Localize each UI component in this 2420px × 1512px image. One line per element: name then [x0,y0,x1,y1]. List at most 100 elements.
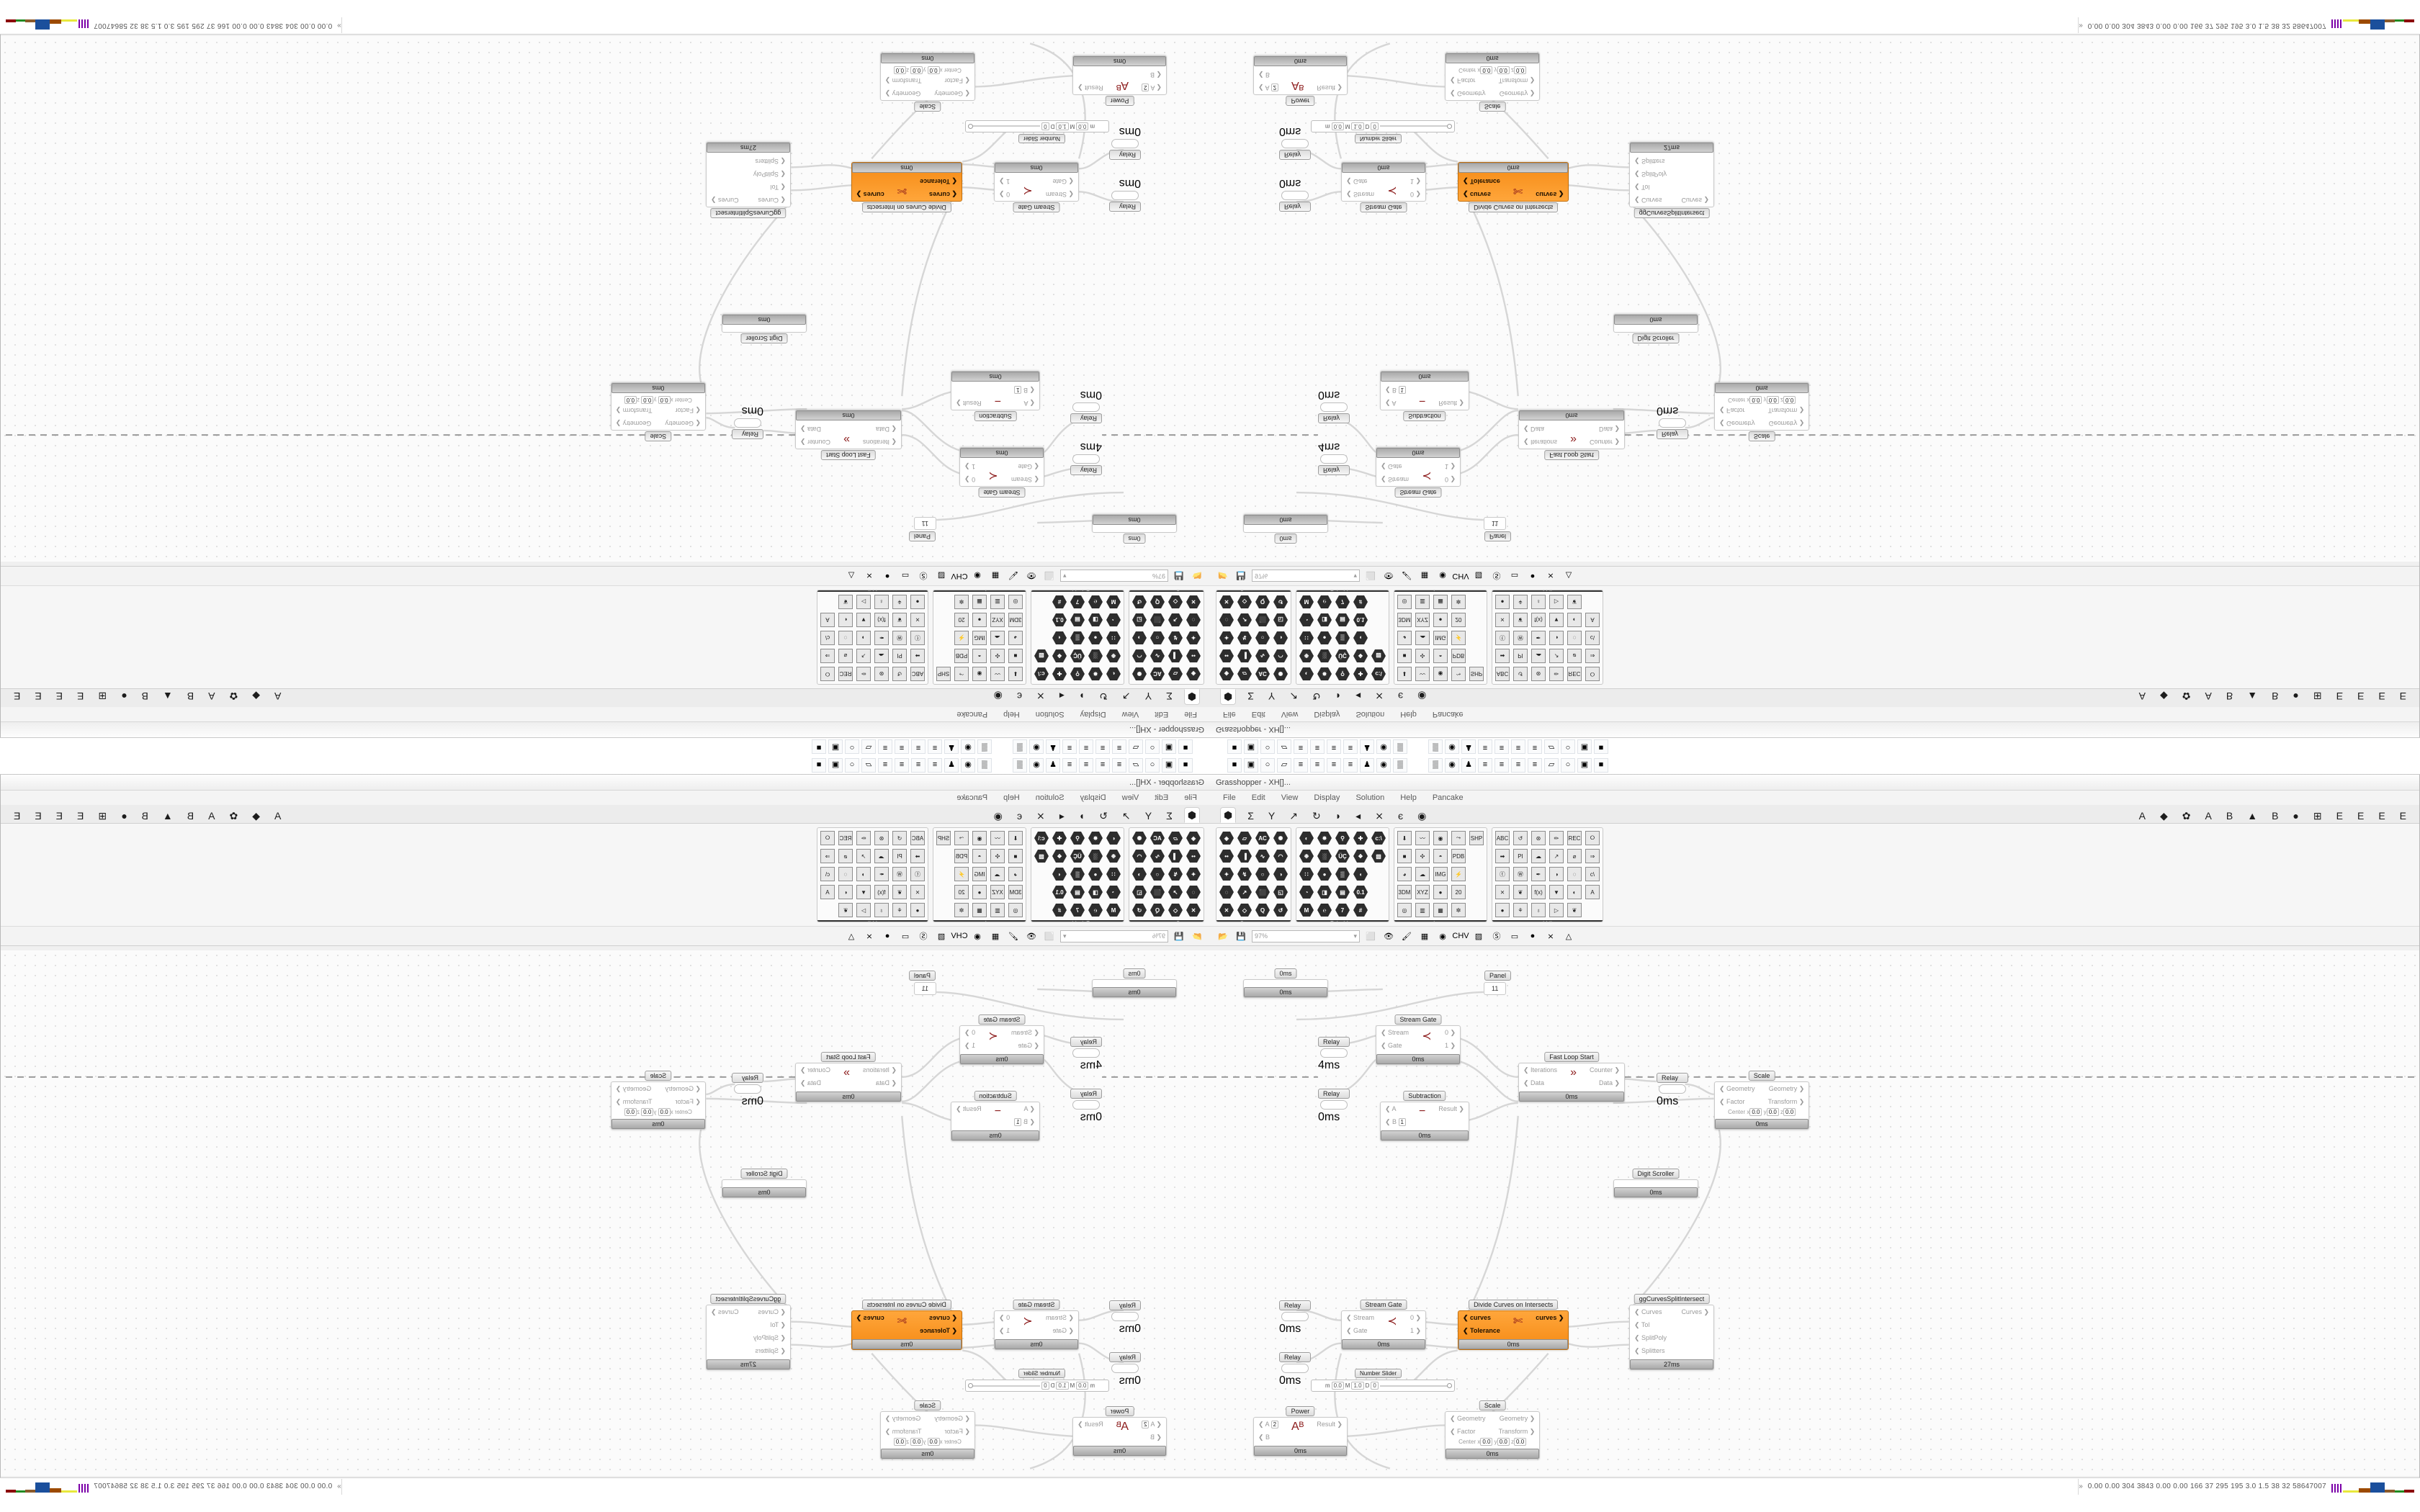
ribbon-group-primitive[interactable]: ◐❉∷◔Μ✵░●◨℮⚲ÜÇ▒▤7✚❖◖0.1#c:\▧Primitive▾ [1031,827,1124,922]
component-icon[interactable]: ↺ [891,665,908,683]
component-icon[interactable]: ▒ [1334,629,1351,647]
node-input-port[interactable]: ❮ B [1150,71,1162,78]
bake-icon[interactable]: ▦ [1420,932,1429,941]
notepad-icon-2[interactable]: ≡ [1494,757,1509,773]
gha-icon[interactable]: CHV [951,572,968,580]
node-input-port[interactable]: ❮ Stream [1346,1314,1375,1321]
node-power[interactable]: Power ❮ A 2 ❮ B Aᴮ Result ❯ 0ms [1072,55,1167,106]
component-icon[interactable]: c\ [819,629,836,647]
component-icon[interactable]: ♁ [1530,593,1547,611]
canvas-toolbar[interactable]: 📂 💾 97% ▾ ⬜ 👁 🖌 ▦ ◉ CHV ▨ Ⓢ ▭ ● ⨯ △ [1,926,1210,946]
component-icon[interactable]: ◎ [1007,593,1024,611]
component-icon[interactable]: ■ [1007,847,1024,865]
tab-surface[interactable]: ◗ [1078,810,1085,822]
component-icon[interactable]: XYZ [989,883,1006,901]
node-number-slider[interactable]: Number Slider m 0.0 M 1.0 D 0 [965,120,1109,143]
node-output-port[interactable]: Geometry ❯ [1768,1085,1805,1092]
node-scale-2[interactable]: Scale ❮ Geometry ❮ Factor Geometry ❯ Transfo… [1445,53,1541,112]
node-output-port[interactable]: Data ❯ [799,426,822,433]
component-icon[interactable]: REC [1566,665,1583,683]
component-icon[interactable]: ▼ [855,611,872,629]
component-icon[interactable]: ∷ [1298,865,1315,883]
node-output-port[interactable]: Transform ❯ [884,77,922,84]
component-icon[interactable]: ↺ [1272,593,1289,611]
component-icon[interactable]: ■ [1007,647,1024,665]
component-icon[interactable]: ❦ [1512,883,1529,901]
tab-addon-e2[interactable]: E [55,690,63,702]
node-number-slider[interactable]: Number Slider m 0.0 M 1.0 D 0 [1311,120,1455,143]
component-icon[interactable]: ◌ [837,629,854,647]
component-icon[interactable]: 7 [1334,901,1351,919]
component-icon[interactable]: ❉ [1105,647,1122,665]
cluster-icon[interactable]: ◉ [974,932,981,941]
scissors-icon[interactable]: ⨯ [866,932,873,941]
node-input-port[interactable]: ❮ curves [1463,191,1492,198]
ribbon-toggle-icon[interactable]: ▭ [901,932,910,941]
tab-surface[interactable]: ◗ [1078,690,1085,702]
ribbon-group-util[interactable]: ABC➡ⓣ⨯●↺PIⓌ❦⚘⊛☁✒f(x)♁✏↗◑▼▷REC⌀◌◐❦⭘⇒c\AUt… [1492,827,1603,922]
component-icon[interactable]: ▦ [971,593,988,611]
relay-body[interactable] [1281,191,1309,200]
component-icon[interactable]: ✦ [1218,865,1235,883]
component-icon[interactable]: ▷ [855,901,872,919]
ribbon-group-primitive[interactable]: ◐❉∷◔Μ✵░●◨℮⚲ÜÇ▒▤7✚❖◖0.1#c:\▧Primitive▾ [1296,827,1389,922]
slider-digits[interactable]: 0 [1371,122,1379,130]
node-relay-e[interactable]: Relay 0ms [1279,125,1311,160]
sketch-icon[interactable]: Ⓢ [919,932,928,941]
node-output-port[interactable]: 1 ❯ [1410,1327,1421,1334]
tab-vector[interactable]: ↗ [1289,810,1298,822]
component-icon[interactable]: ◨ [1087,883,1104,901]
slider-knob[interactable] [968,124,973,130]
tab-surface[interactable]: ◗ [1335,690,1342,702]
component-icon[interactable]: ❦ [1566,593,1583,611]
tab-addon-e3[interactable]: E [2378,690,2385,702]
component-icon[interactable]: ◔ [1105,611,1122,629]
group-expand-icon[interactable]: ▾ [1034,921,1037,923]
tab-addon-grid[interactable]: ⊞ [98,810,107,822]
tab-addon-brain[interactable]: ✿ [2182,690,2191,702]
menu-item-solution[interactable]: Solution [1035,793,1065,802]
cone-icon[interactable]: △ [848,932,855,941]
component-icon[interactable]: ✦ [1185,865,1202,883]
component-icon[interactable]: ◨ [1087,611,1104,629]
component-icon[interactable]: AC [1254,665,1271,683]
bulb-icon[interactable]: ● [884,932,890,940]
component-icon[interactable]: ❖ [1051,847,1068,865]
tab-params[interactable]: ⬢ [1220,689,1237,705]
component-icon[interactable]: ● [1432,611,1449,629]
menu-item-display[interactable]: Display [1080,793,1106,802]
node-input-port[interactable]: ❮ Stream [1010,1029,1039,1036]
floppy-disk-icon[interactable]: ▣ [1244,757,1258,773]
node-output-port[interactable]: curves ❯ [856,1314,884,1321]
node-stream-gate-2[interactable]: Stream Gate ❮ Stream ❮ Gate ≺ 0 ❯ 1 ❯ 0ms [994,1300,1079,1350]
component-icon[interactable]: Μ [1105,593,1122,611]
menu-item-solution[interactable]: Solution [1035,710,1065,719]
component-icon[interactable]: ↯ [1236,629,1253,647]
zoom-level-box[interactable]: 97% ▾ [1252,570,1360,582]
tab-params[interactable]: ⬢ [1183,807,1200,823]
component-icon[interactable]: ◑ [855,629,872,647]
silhouette-icon[interactable]: ♟ [1461,757,1476,773]
component-icon[interactable]: ◇ [1167,593,1184,611]
component-icon[interactable]: ✏ [855,829,872,847]
node-input-port[interactable]: ❮ Stream [1381,476,1410,483]
tab-addon-a[interactable]: A [274,810,282,822]
component-icon[interactable]: ▒ [1069,865,1086,883]
component-icon[interactable]: ▼ [1548,611,1565,629]
node-input-port[interactable]: ❮ Tolerance [920,1327,957,1334]
menu-item-display[interactable]: Display [1080,710,1106,719]
node-input-port[interactable]: ❮ Gate [1346,1327,1368,1334]
node-input-port[interactable]: ❮ Factor [675,407,701,414]
component-icon[interactable]: ○ [1149,865,1166,883]
tab-params[interactable]: ⬢ [1220,807,1237,823]
component-icon[interactable]: ◱ [1272,611,1289,629]
node-input-port[interactable]: ❮ Splitters [1634,158,1665,165]
component-icon[interactable]: f(x) [873,611,890,629]
slider-digits[interactable]: 0 [1041,1382,1049,1390]
cluster-icon[interactable]: ◉ [974,571,981,580]
node-input-port[interactable]: ❮ Stream [1045,1314,1074,1321]
component-icon[interactable]: ✦ [1185,629,1202,647]
component-icon[interactable]: ☁ [873,647,890,665]
node-output-port[interactable]: Geometry ❯ [884,90,921,97]
component-icon[interactable]: •• [1185,847,1202,865]
